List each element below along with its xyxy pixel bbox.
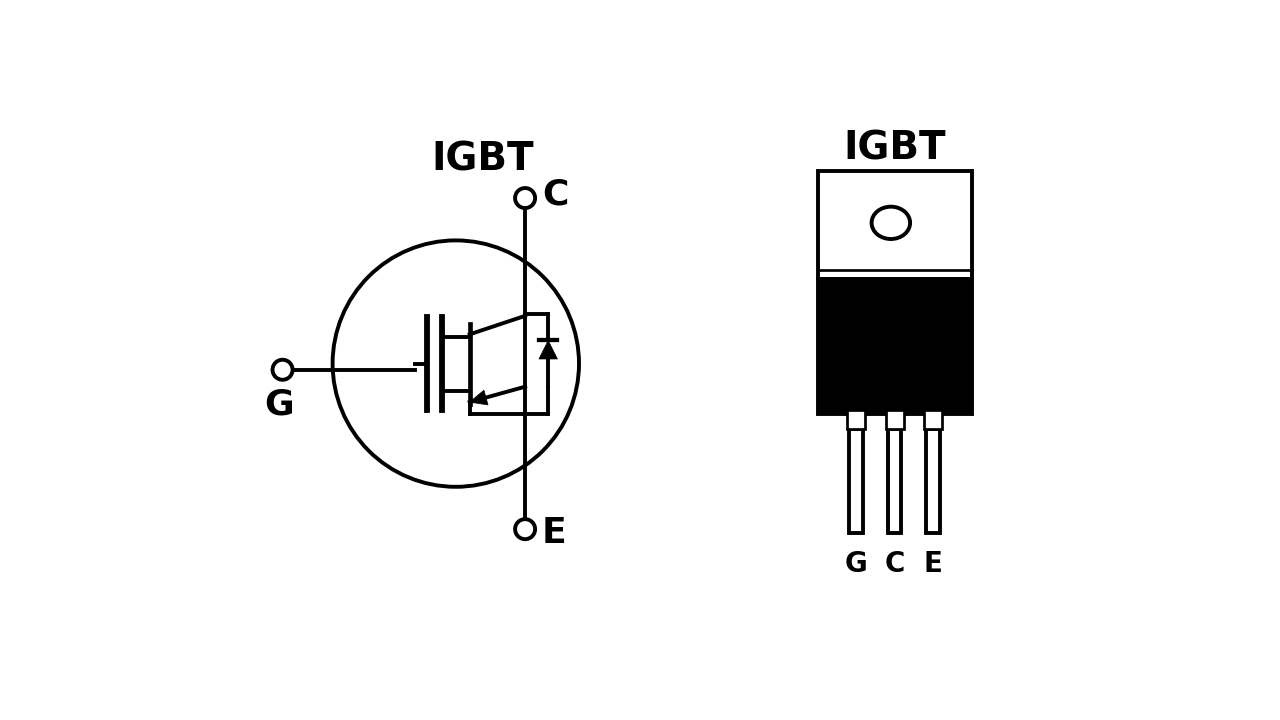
- Text: IGBT: IGBT: [844, 129, 946, 167]
- Text: G: G: [264, 387, 293, 421]
- Circle shape: [515, 188, 535, 208]
- Text: C: C: [884, 550, 905, 578]
- Bar: [888, 429, 901, 533]
- Bar: [924, 410, 942, 429]
- Text: E: E: [924, 550, 942, 578]
- Text: E: E: [541, 516, 567, 550]
- Bar: [850, 429, 863, 533]
- Bar: [818, 171, 972, 279]
- Bar: [886, 410, 904, 429]
- Circle shape: [273, 360, 293, 379]
- Polygon shape: [539, 341, 558, 359]
- Text: C: C: [541, 177, 568, 211]
- Circle shape: [515, 519, 535, 539]
- Text: IGBT: IGBT: [431, 140, 534, 179]
- Polygon shape: [470, 390, 488, 405]
- Bar: [818, 279, 972, 414]
- Bar: [927, 429, 940, 533]
- Text: G: G: [845, 550, 868, 578]
- Bar: [847, 410, 865, 429]
